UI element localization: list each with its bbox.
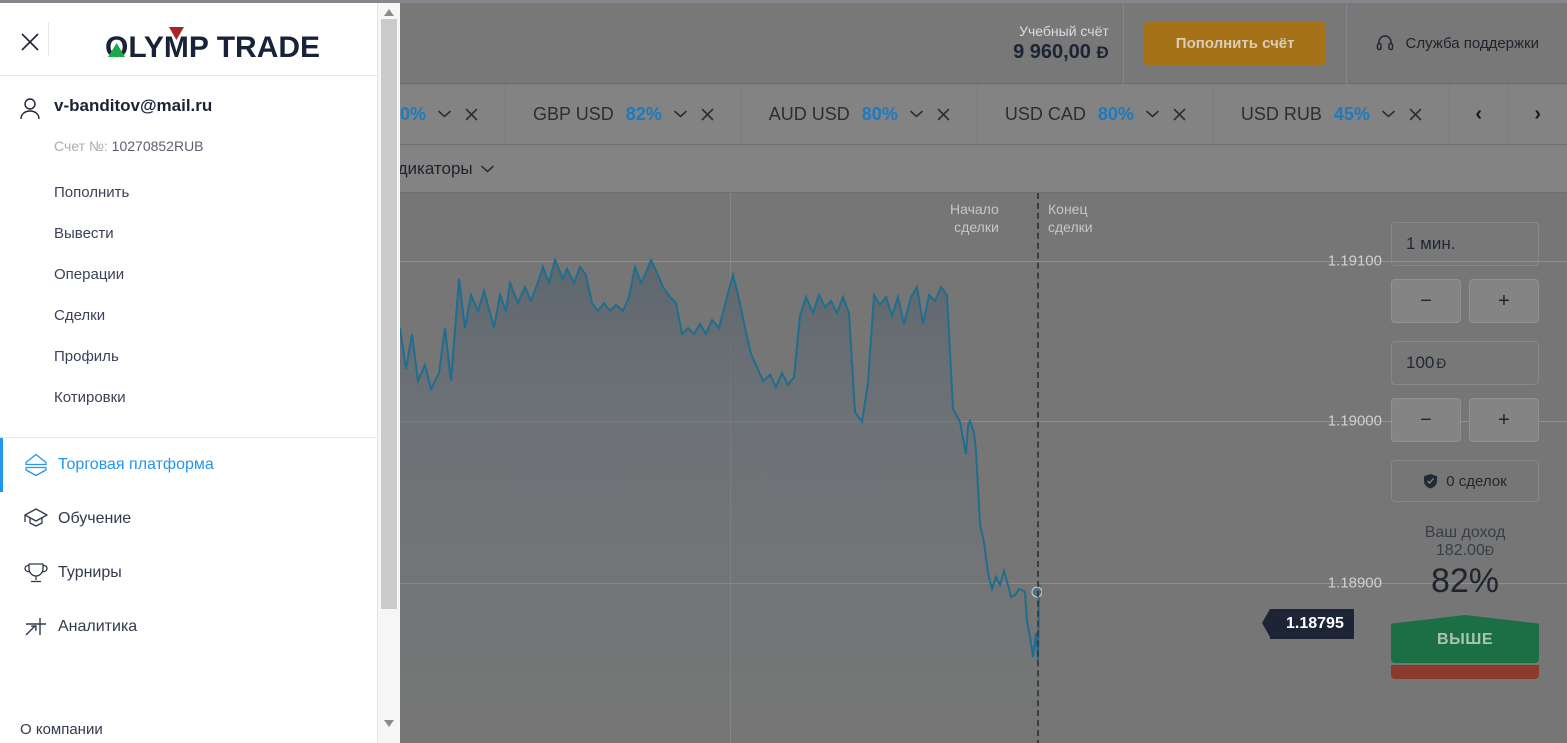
svg-text:OLYMP TRADE: OLYMP TRADE bbox=[105, 31, 320, 63]
